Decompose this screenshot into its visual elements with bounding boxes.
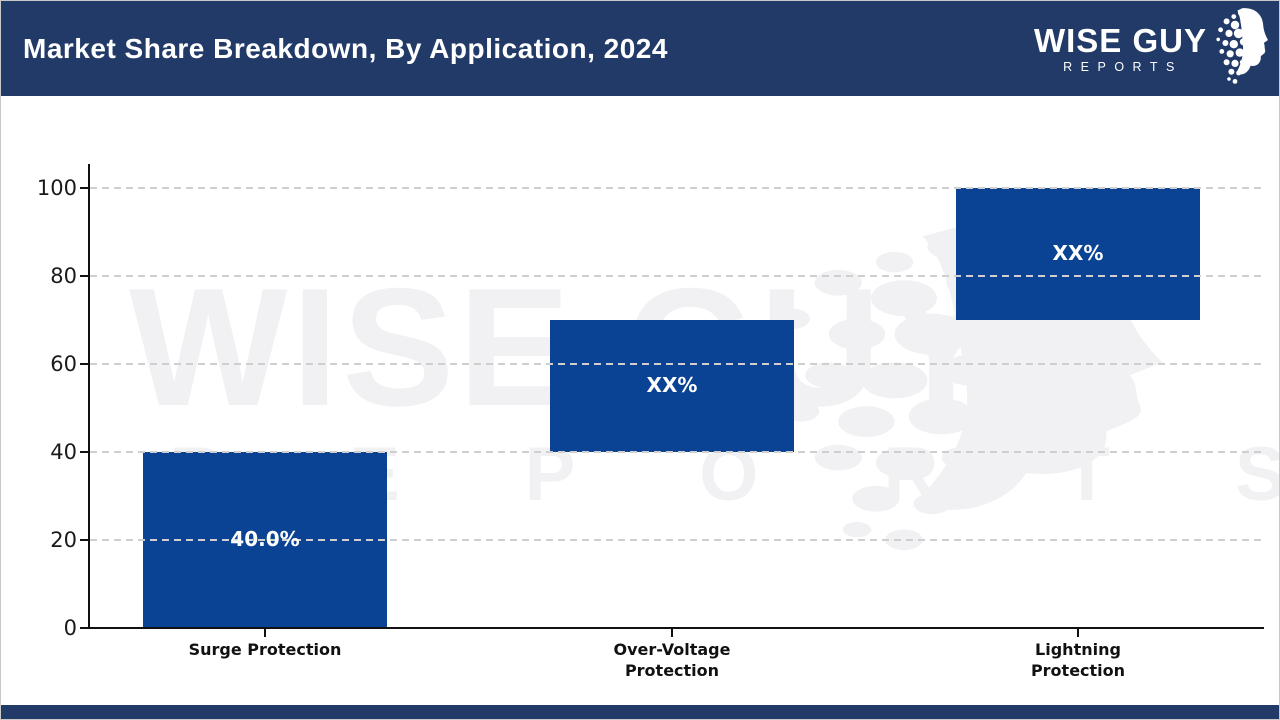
y-axis-tick-mark — [80, 187, 88, 189]
page-title: Market Share Breakdown, By Application, … — [23, 32, 668, 64]
y-axis-tick-label: 60 — [50, 352, 77, 376]
x-axis-spine — [88, 627, 1264, 629]
y-axis-tick-mark — [80, 627, 88, 629]
gridline — [90, 187, 1264, 189]
x-category-label: Surge Protection — [188, 640, 342, 659]
gridline — [90, 275, 1264, 277]
y-axis-tick-mark — [80, 275, 88, 277]
x-category-label: Lightning Protection — [1030, 640, 1126, 680]
brand-logo-text: WISE GUY REPORTS — [1033, 21, 1207, 75]
y-axis-tick-mark — [80, 363, 88, 365]
brand-name: WISE GUY — [1033, 21, 1207, 59]
brand-subtitle: REPORTS — [1063, 60, 1183, 75]
gridline — [90, 539, 1264, 541]
bar-value-label: XX% — [646, 373, 698, 397]
brand-logo: WISE GUY REPORTS — [1034, 4, 1273, 94]
y-axis-tick-label: 20 — [50, 528, 77, 552]
bar-value-label: XX% — [1052, 241, 1104, 265]
y-axis-tick-label: 0 — [63, 616, 77, 640]
bar-segment — [956, 188, 1200, 320]
y-axis-tick-label: 40 — [50, 440, 77, 464]
y-axis-tick-mark — [80, 451, 88, 453]
brand-head-icon — [1209, 7, 1273, 91]
x-axis-tick-mark — [1077, 629, 1079, 637]
header-band: Market Share Breakdown, By Application, … — [1, 1, 1279, 96]
x-category-label: Over-Voltage Protection — [613, 640, 731, 680]
x-axis-tick-mark — [264, 629, 266, 637]
y-axis-tick-label: 80 — [50, 264, 77, 288]
footer-band — [1, 705, 1279, 719]
y-axis-tick-label: 100 — [36, 176, 77, 200]
x-axis-tick-mark — [671, 629, 673, 637]
y-axis-tick-mark — [80, 539, 88, 541]
gridline — [90, 363, 1264, 365]
bar-value-label: 40.0% — [230, 527, 300, 551]
gridline — [90, 451, 1264, 453]
bar-segment — [550, 320, 794, 452]
y-axis-spine — [88, 164, 90, 629]
